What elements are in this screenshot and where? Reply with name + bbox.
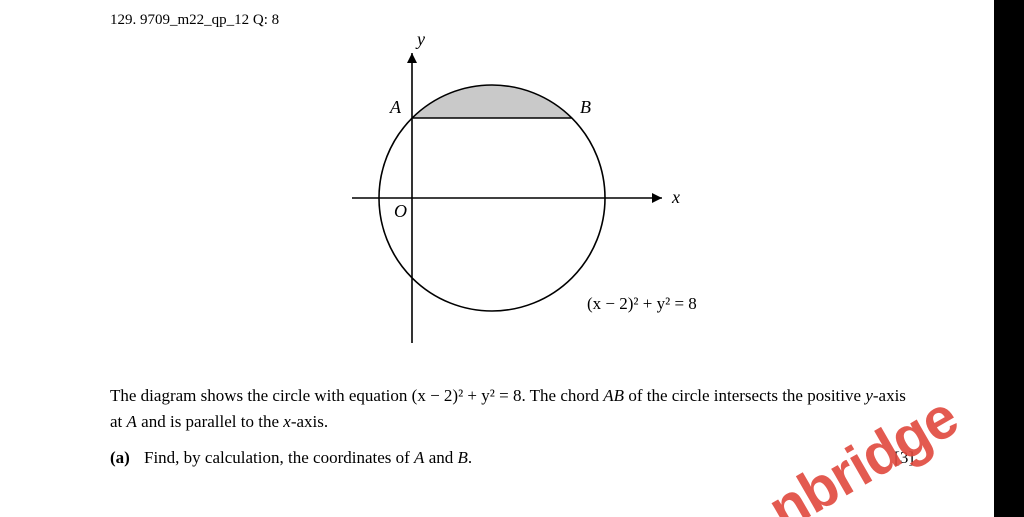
origin-label: O	[394, 201, 407, 221]
pt-a: A	[127, 412, 137, 431]
part-a-period: .	[468, 448, 472, 467]
page: 129. 9709_m22_qp_12 Q: 8 y x O A B (x − …	[0, 0, 1024, 517]
circle-equation: (x − 2)² + y² = 8	[587, 294, 697, 313]
right-black-strip	[994, 0, 1024, 517]
x-label: x	[671, 187, 680, 207]
intro-post: . The chord	[521, 386, 603, 405]
intro-tail3: and is parallel to the	[137, 412, 283, 431]
part-a-pre: Find, by calculation, the coordinates of	[144, 448, 414, 467]
point-b-label: B	[580, 97, 591, 117]
part-a-B: B	[457, 448, 467, 467]
point-a-label: A	[389, 97, 402, 117]
part-a-label: (a)	[110, 448, 144, 468]
part-a-marks: [3]	[874, 448, 914, 468]
chord-name: AB	[603, 386, 624, 405]
y-axis-name: y	[865, 386, 873, 405]
intro-text: The diagram shows the circle with equati…	[110, 383, 914, 434]
question-header: 129. 9709_m22_qp_12 Q: 8	[110, 12, 914, 29]
part-a-A: A	[414, 448, 424, 467]
intro-eq: (x − 2)² + y² = 8	[412, 386, 522, 405]
y-label: y	[415, 33, 425, 49]
circle-diagram: y x O A B (x − 2)² + y² = 8	[282, 33, 742, 373]
x-axis-name: x	[283, 412, 291, 431]
intro-tail: of the circle intersects the positive	[624, 386, 865, 405]
part-a-and: and	[424, 448, 457, 467]
intro-pre: The diagram shows the circle with equati…	[110, 386, 412, 405]
part-a-text: Find, by calculation, the coordinates of…	[144, 448, 874, 468]
x-axis-arrow	[652, 193, 662, 203]
shaded-segment	[412, 85, 572, 118]
figure-container: y x O A B (x − 2)² + y² = 8	[110, 33, 914, 373]
part-a-row: (a) Find, by calculation, the coordinate…	[110, 448, 914, 468]
intro-tail4: -axis.	[291, 412, 328, 431]
y-axis-arrow	[407, 53, 417, 63]
